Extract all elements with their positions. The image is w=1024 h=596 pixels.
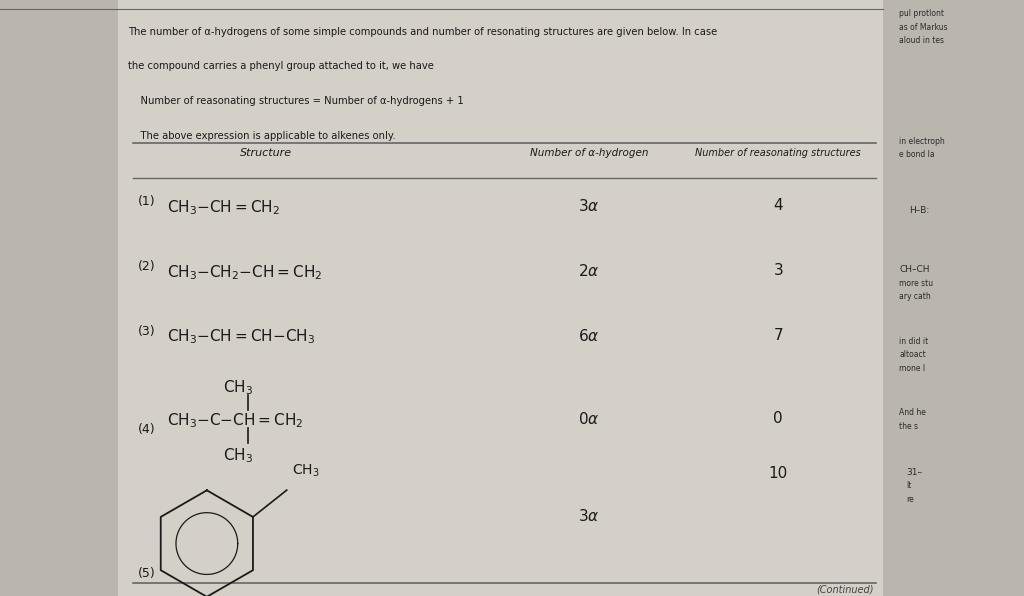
Text: $\mathrm{CH_3}$: $\mathrm{CH_3}$	[223, 446, 253, 464]
Text: aloud in tes: aloud in tes	[899, 36, 944, 45]
Text: $3\alpha$: $3\alpha$	[578, 198, 600, 214]
Text: Number of reasonating structures: Number of reasonating structures	[695, 148, 861, 158]
Bar	[0, 0, 118, 596]
Text: $\mathrm{CH_3}$: $\mathrm{CH_3}$	[292, 463, 319, 479]
Text: 10: 10	[769, 466, 787, 481]
Text: Number of reasonating structures = Number of α-hydrogens + 1: Number of reasonating structures = Numbe…	[128, 96, 464, 106]
Text: 0: 0	[773, 411, 783, 426]
Text: (4): (4)	[138, 423, 156, 436]
Text: Structure: Structure	[241, 148, 292, 158]
Text: more stu: more stu	[899, 279, 933, 288]
Text: $0\alpha$: $0\alpha$	[578, 411, 600, 427]
Bar	[883, 0, 1024, 596]
Text: $\mathrm{CH_3}$: $\mathrm{CH_3}$	[223, 378, 253, 397]
Text: in did it: in did it	[899, 337, 929, 346]
Text: (2): (2)	[138, 260, 156, 274]
Text: Number of α-hydrogen: Number of α-hydrogen	[529, 148, 648, 158]
Text: 4: 4	[773, 198, 783, 213]
Text: $\mathrm{CH_3{-}CH_2{-}CH{=}CH_2}$: $\mathrm{CH_3{-}CH_2{-}CH{=}CH_2}$	[167, 263, 323, 282]
Text: $6\alpha$: $6\alpha$	[578, 328, 600, 344]
Text: as of Markus: as of Markus	[899, 23, 947, 32]
Text: mone I: mone I	[899, 364, 926, 372]
Text: It: It	[906, 481, 911, 490]
Text: 7: 7	[773, 328, 783, 343]
Text: pul protlont: pul protlont	[899, 9, 944, 18]
Text: The above expression is applicable to alkenes only.: The above expression is applicable to al…	[128, 131, 395, 141]
Text: The number of α-hydrogens of some simple compounds and number of resonating stru: The number of α-hydrogens of some simple…	[128, 27, 717, 37]
Text: H–B:: H–B:	[909, 206, 930, 215]
Text: (Continued): (Continued)	[816, 584, 873, 594]
Text: (3): (3)	[138, 325, 156, 338]
Text: $2\alpha$: $2\alpha$	[578, 263, 600, 280]
Text: the s: the s	[899, 422, 919, 431]
Text: CH–CH: CH–CH	[899, 265, 930, 274]
Text: (5): (5)	[138, 567, 156, 581]
Text: 3: 3	[773, 263, 783, 278]
Text: (1): (1)	[138, 195, 156, 208]
Text: in electroph: in electroph	[899, 137, 945, 146]
Text: $3\alpha$: $3\alpha$	[578, 508, 600, 524]
Text: $\mathrm{CH_3{-}CH{=}CH_2}$: $\mathrm{CH_3{-}CH{=}CH_2}$	[167, 198, 280, 216]
Text: e bond la: e bond la	[899, 150, 935, 159]
Text: altoact: altoact	[899, 350, 926, 359]
Text: re: re	[906, 495, 914, 504]
Text: 31–: 31–	[906, 468, 923, 477]
Text: $\mathrm{CH_3{-}CH{=}CH{-}CH_3}$: $\mathrm{CH_3{-}CH{=}CH{-}CH_3}$	[167, 328, 315, 346]
Text: ary cath: ary cath	[899, 292, 931, 301]
Text: And he: And he	[899, 408, 926, 417]
Text: $\mathrm{CH_3{-}C{-}CH{=}CH_2}$: $\mathrm{CH_3{-}C{-}CH{=}CH_2}$	[167, 411, 303, 430]
Text: the compound carries a phenyl group attached to it, we have: the compound carries a phenyl group atta…	[128, 61, 434, 72]
